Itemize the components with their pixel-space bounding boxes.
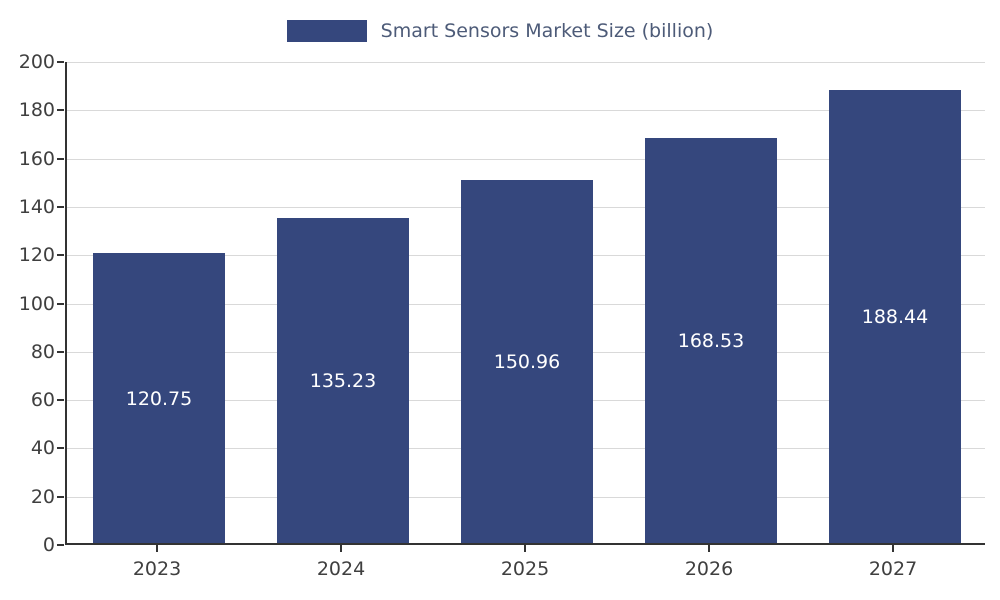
y-tick-label: 200 <box>18 51 55 73</box>
bar: 188.44 <box>828 89 962 543</box>
bar-slot: 120.75 <box>67 62 251 543</box>
y-tick-mark <box>57 61 64 63</box>
x-tick-mark <box>708 545 710 552</box>
y-tick-mark <box>57 109 64 112</box>
bar-value-label: 188.44 <box>861 306 929 329</box>
y-tick-mark <box>57 157 64 160</box>
bar-value-label: 120.75 <box>125 387 193 410</box>
x-tick-label: 2024 <box>316 558 366 580</box>
y-tick-mark <box>57 399 64 402</box>
y-tick-mark <box>57 350 64 353</box>
gridline <box>67 110 985 112</box>
y-tick-mark <box>57 447 64 450</box>
bar: 150.96 <box>460 179 594 543</box>
bar-value-label: 135.23 <box>309 370 377 393</box>
y-tick-label: 120 <box>18 244 55 267</box>
bar-slot: 188.44 <box>803 62 987 543</box>
y-tick-label: 140 <box>18 195 55 218</box>
gridline <box>67 158 985 160</box>
y-tick-mark <box>57 544 64 546</box>
y-tick-label: 80 <box>30 340 55 363</box>
gridline <box>67 62 985 63</box>
x-tick-label: 2026 <box>684 558 734 580</box>
y-tick-label: 40 <box>30 437 55 460</box>
bar: 120.75 <box>92 252 226 543</box>
bar: 135.23 <box>276 217 410 543</box>
bar: 168.53 <box>644 137 778 543</box>
x-tick-label: 2027 <box>868 558 918 580</box>
x-tick-mark <box>892 545 894 552</box>
bar-slot: 150.96 <box>435 62 619 543</box>
legend-swatch <box>286 20 367 42</box>
y-tick-label: 0 <box>42 534 55 556</box>
legend: Smart Sensors Market Size (billion) <box>0 14 1000 48</box>
bar-slot: 135.23 <box>251 62 435 543</box>
bar-slot: 168.53 <box>619 62 803 543</box>
y-tick-mark <box>57 205 64 208</box>
y-tick-label: 180 <box>18 99 55 122</box>
y-tick-mark <box>57 495 64 498</box>
x-tick-mark <box>340 545 342 552</box>
plot-area: 120.75 135.23 150.96 168.53 188.44 <box>65 62 985 545</box>
y-tick-mark <box>57 302 64 305</box>
x-tick-mark <box>524 545 526 552</box>
y-tick-label: 20 <box>30 485 55 508</box>
x-tick-label: 2023 <box>132 558 182 580</box>
bar-value-label: 168.53 <box>677 330 745 353</box>
y-tick-label: 60 <box>30 389 55 412</box>
legend-label: Smart Sensors Market Size (billion) <box>380 20 714 42</box>
x-tick-label: 2025 <box>500 558 550 580</box>
y-tick-label: 100 <box>18 292 55 315</box>
y-tick-label: 160 <box>18 147 55 170</box>
y-tick-mark <box>57 254 64 257</box>
x-tick-mark <box>156 545 158 552</box>
bar-value-label: 150.96 <box>493 351 561 374</box>
